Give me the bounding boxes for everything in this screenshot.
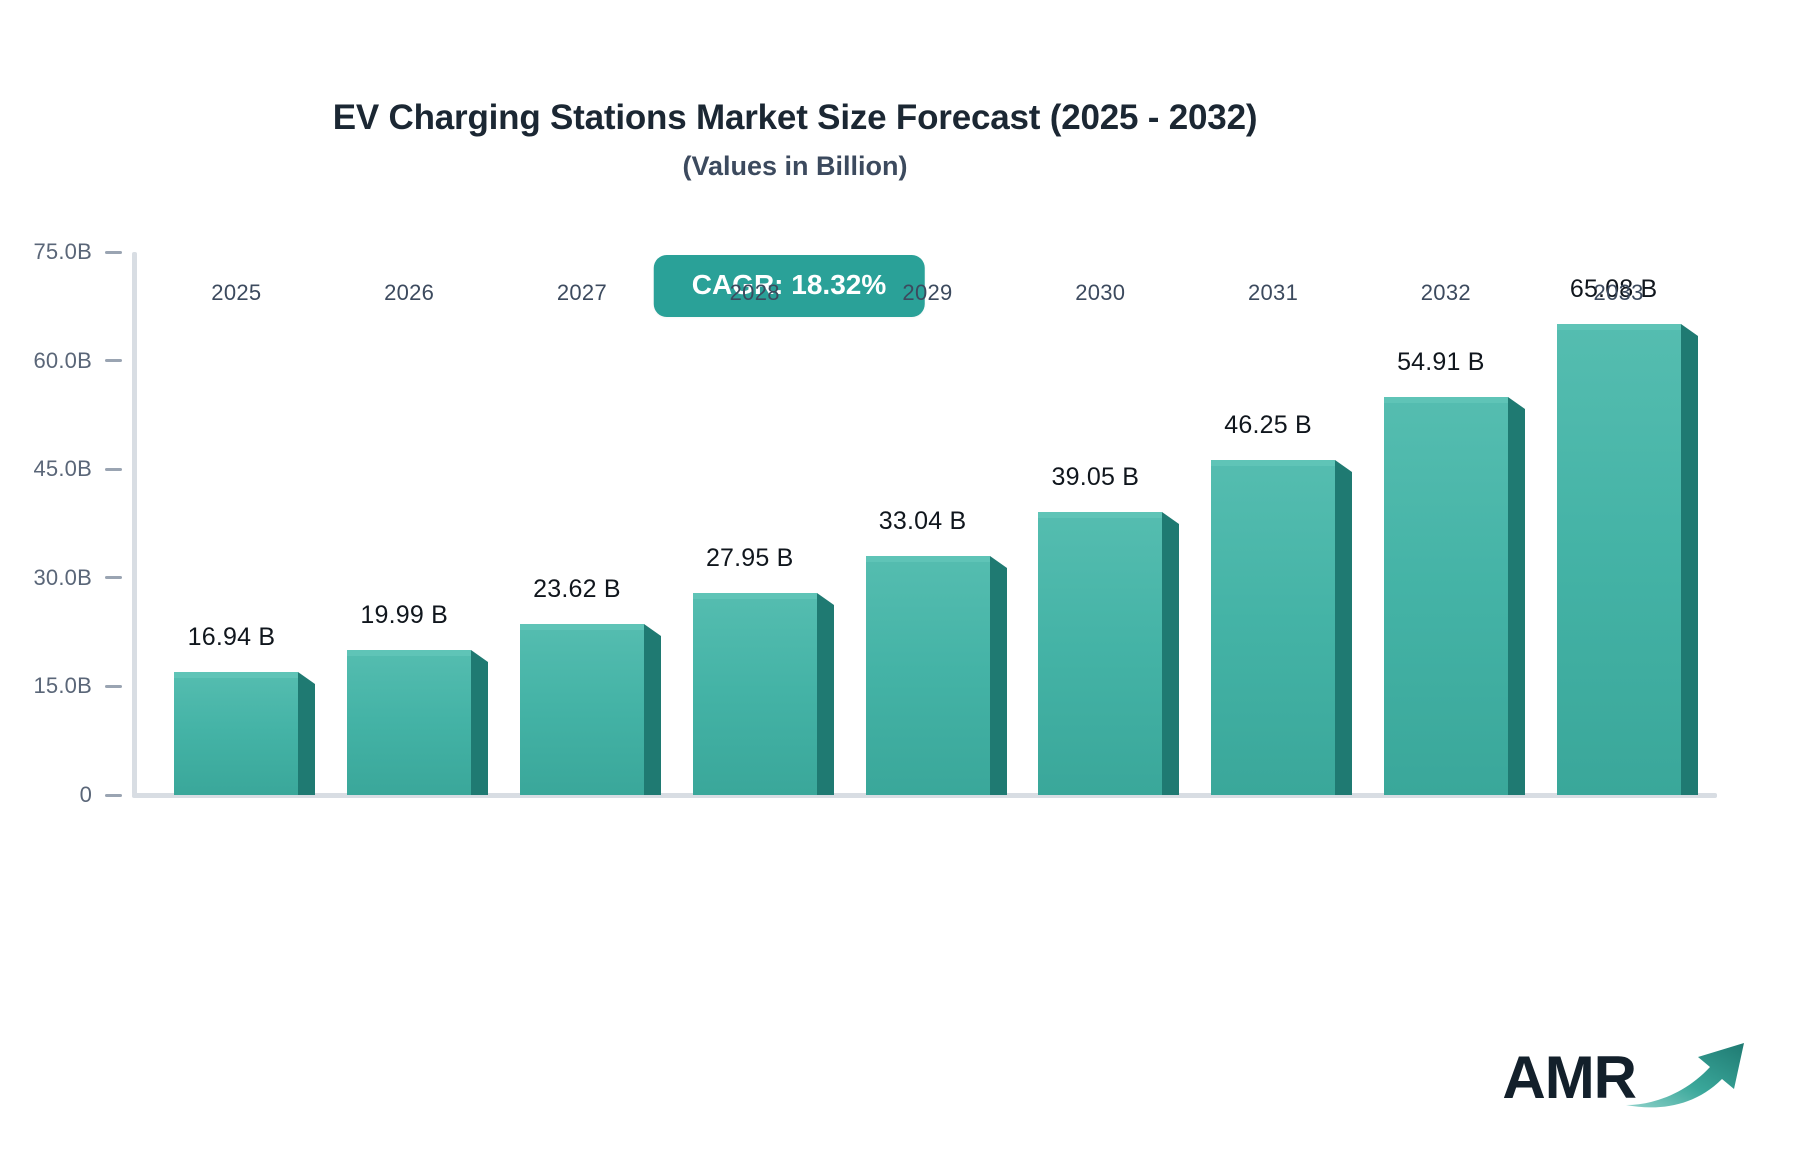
title-block: EV Charging Stations Market Size Forecas… <box>0 98 1590 182</box>
x-axis-category-label: 2030 <box>1075 280 1126 305</box>
bar-top-bevel <box>865 555 990 562</box>
amr-logo-text: AMR <box>1502 1043 1637 1111</box>
bar-side-face <box>643 624 661 795</box>
bar-value-label: 16.94 B <box>187 623 276 652</box>
bar-front-face <box>1038 512 1163 795</box>
y-axis-tick-label: 60.0B <box>33 347 92 373</box>
y-axis-tick: 0 <box>80 782 132 808</box>
bar-side-face <box>1335 460 1353 795</box>
bar-group[interactable]: 16.94 B 2025 <box>174 252 316 795</box>
bar-side-face <box>298 672 316 795</box>
x-axis-category-label: 2028 <box>729 280 780 305</box>
plot-area: 16.94 B 2025 19.99 B 2026 23.62 B 2027 27.95 B… <box>34 239 1717 807</box>
bar-group[interactable]: 27.95 B 2028 <box>692 252 834 795</box>
bar-top-bevel <box>692 592 817 599</box>
chart-subtitle: (Values in Billion) <box>682 151 908 182</box>
bar-side-face <box>1680 323 1698 795</box>
bar-side-face <box>816 592 834 795</box>
bar-value-label: 39.05 B <box>1051 463 1140 492</box>
y-axis-tick-mark <box>105 250 122 254</box>
growth-arrow-icon <box>1624 1035 1752 1114</box>
bar-value-label: 33.04 B <box>878 506 967 535</box>
x-axis-category-label: 2031 <box>1247 280 1299 305</box>
x-axis-category-label: 2027 <box>556 280 608 305</box>
bar-front-face <box>1556 323 1681 795</box>
x-axis-line <box>132 793 1717 798</box>
x-axis-category-label: 2032 <box>1420 280 1471 305</box>
bar-front-face <box>519 624 644 795</box>
bar-group[interactable]: 19.99 B 2026 <box>347 252 489 795</box>
bar[interactable]: 27.95 B <box>692 544 834 795</box>
y-axis-tick-mark <box>105 684 122 688</box>
bar-group[interactable]: 23.62 B 2027 <box>519 252 661 795</box>
y-axis-tick-label: 30.0B <box>33 564 92 590</box>
bar-front-face <box>174 672 299 795</box>
bar-top-bevel <box>1211 460 1336 467</box>
bar-top-bevel <box>347 650 472 657</box>
x-axis-category-label: 2026 <box>384 280 435 305</box>
y-axis-tick: 30.0B <box>34 565 133 591</box>
bar-group[interactable]: 46.25 B 2031 <box>1211 252 1353 795</box>
bar-side-face <box>471 650 489 795</box>
bar-value-label: 54.91 B <box>1397 348 1485 377</box>
x-axis-category-label: 2029 <box>902 280 953 305</box>
bar[interactable]: 16.94 B <box>174 623 316 795</box>
bar-front-face <box>347 650 472 795</box>
bar-top-bevel <box>1383 397 1508 404</box>
bar[interactable]: 23.62 B <box>519 575 661 795</box>
y-axis-line <box>132 252 137 795</box>
bar-front-face <box>692 592 817 795</box>
bar-value-label: 23.62 B <box>533 575 621 603</box>
bar-side-face <box>1507 397 1525 795</box>
y-axis-tick-mark <box>105 467 122 471</box>
bar[interactable]: 33.04 B <box>865 507 1007 795</box>
y-axis-tick-mark <box>105 793 122 797</box>
x-axis-category-label: 2033 <box>1593 280 1644 305</box>
bars-layer: 16.94 B 2025 19.99 B 2026 23.62 B 2027 27.95 B… <box>132 252 1717 795</box>
bar-front-face <box>865 555 990 795</box>
x-axis-category-label: 2025 <box>211 280 262 305</box>
y-axis-tick-mark <box>105 359 122 363</box>
bar-front-face <box>1383 397 1508 795</box>
amr-logo: AMR <box>1502 1035 1752 1120</box>
bar-top-bevel <box>1038 512 1163 519</box>
cagr-badge: CAGR: 18.32% <box>653 255 925 317</box>
bar[interactable]: 54.91 B <box>1383 348 1525 795</box>
bar-group[interactable]: 54.91 B 2032 <box>1383 252 1525 795</box>
y-axis-tick: 75.0B <box>34 239 133 265</box>
bar-side-face <box>989 555 1007 795</box>
bar-top-bevel <box>519 624 644 630</box>
y-axis-tick-label: 0 <box>79 782 92 807</box>
bar-value-label: 65.08 B <box>1569 274 1658 303</box>
bar-group[interactable]: 65.08 B 2033 <box>1556 252 1698 795</box>
y-axis-tick-label: 45.0B <box>33 456 92 482</box>
y-axis-tick-label: 75.0B <box>33 239 92 264</box>
bar-top-bevel <box>174 672 299 679</box>
page-title: EV Charging Stations Market Size Forecas… <box>332 98 1258 137</box>
y-axis-tick-label: 15.0B <box>33 673 92 699</box>
bar-value-label: 46.25 B <box>1224 411 1312 440</box>
y-axis-tick: 45.0B <box>34 456 133 482</box>
bar-value-label: 27.95 B <box>705 543 794 572</box>
y-axis-tick: 60.0B <box>34 348 133 374</box>
bar-top-bevel <box>1556 323 1681 330</box>
bar-value-label: 19.99 B <box>360 601 448 630</box>
bar[interactable]: 39.05 B <box>1038 463 1180 795</box>
bar[interactable]: 46.25 B <box>1211 411 1353 795</box>
bar[interactable]: 65.08 B <box>1556 275 1698 795</box>
bar-group[interactable]: 33.04 B 2029 <box>865 252 1007 795</box>
bar[interactable]: 19.99 B <box>347 601 489 795</box>
y-axis-tick: 15.0B <box>34 673 133 699</box>
y-axis-tick-mark <box>105 576 122 580</box>
bar-front-face <box>1211 460 1336 795</box>
bar-side-face <box>1162 512 1180 795</box>
bar-group[interactable]: 39.05 B 2030 <box>1038 252 1180 795</box>
